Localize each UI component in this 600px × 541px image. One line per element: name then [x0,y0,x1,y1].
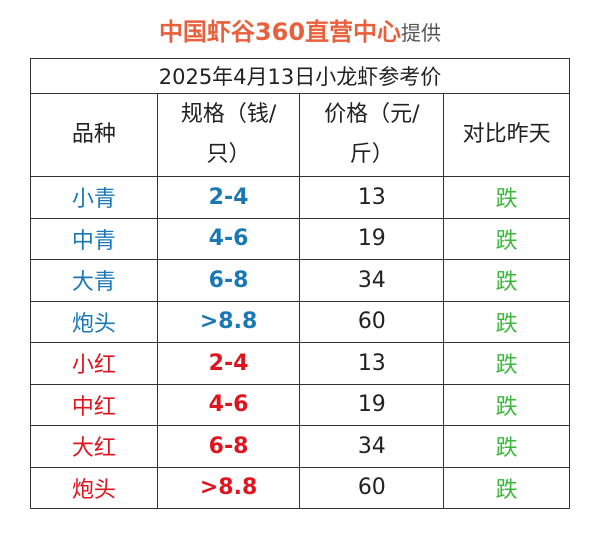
cell-price: 19 [299,383,445,426]
table-row: 中青 4-6 19 跌 [30,217,570,260]
cell-spec: 6-8 [156,425,301,468]
cell-variety: 小青 [30,176,158,219]
cell-trend: 跌 [443,383,570,426]
price-table: 2025年4月13日小龙虾参考价 品种 规格（钱/只） 价格（元/斤） 对比昨天… [30,58,570,509]
table-row: 小红 2-4 13 跌 [30,342,570,385]
cell-trend: 跌 [443,466,570,509]
cell-variety: 大青 [30,259,158,302]
cell-price: 13 [299,342,445,385]
cell-variety: 小红 [30,342,158,385]
cell-spec: 4-6 [156,217,301,260]
cell-price: 34 [299,259,445,302]
cell-spec: >8.8 [156,300,301,343]
cell-variety: 炮头 [30,466,158,509]
cell-trend: 跌 [443,176,570,219]
header-spec: 规格（钱/只） [156,93,301,177]
header-variety: 品种 [30,93,158,177]
cell-variety: 大红 [30,425,158,468]
title-main: 中国虾谷360直营中心 [158,18,402,46]
header-trend: 对比昨天 [443,93,570,177]
cell-price: 13 [299,176,445,219]
cell-price: 19 [299,217,445,260]
table-row: 大青 6-8 34 跌 [30,259,570,302]
table-caption: 2025年4月13日小龙虾参考价 [30,58,570,94]
cell-trend: 跌 [443,300,570,343]
cell-trend: 跌 [443,342,570,385]
cell-trend: 跌 [443,425,570,468]
cell-price: 34 [299,425,445,468]
cell-trend: 跌 [443,217,570,260]
table-row: 大红 6-8 34 跌 [30,425,570,468]
cell-variety: 中红 [30,383,158,426]
table-row: 中红 4-6 19 跌 [30,383,570,426]
cell-price: 60 [299,300,445,343]
cell-spec: 2-4 [156,176,301,219]
cell-spec: 6-8 [156,259,301,302]
cell-spec: >8.8 [156,466,301,509]
table-row: 炮头 >8.8 60 跌 [30,300,570,343]
cell-variety: 中青 [30,217,158,260]
title-suffix: 提供 [401,21,442,45]
cell-price: 60 [299,466,445,509]
cell-spec: 2-4 [156,342,301,385]
cell-spec: 4-6 [156,383,301,426]
cell-variety: 炮头 [30,300,158,343]
table-row: 小青 2-4 13 跌 [30,176,570,219]
cell-trend: 跌 [443,259,570,302]
page-title: 中国虾谷360直营中心提供 [0,12,600,47]
table-row: 炮头 >8.8 60 跌 [30,466,570,509]
header-price: 价格（元/斤） [299,93,445,177]
